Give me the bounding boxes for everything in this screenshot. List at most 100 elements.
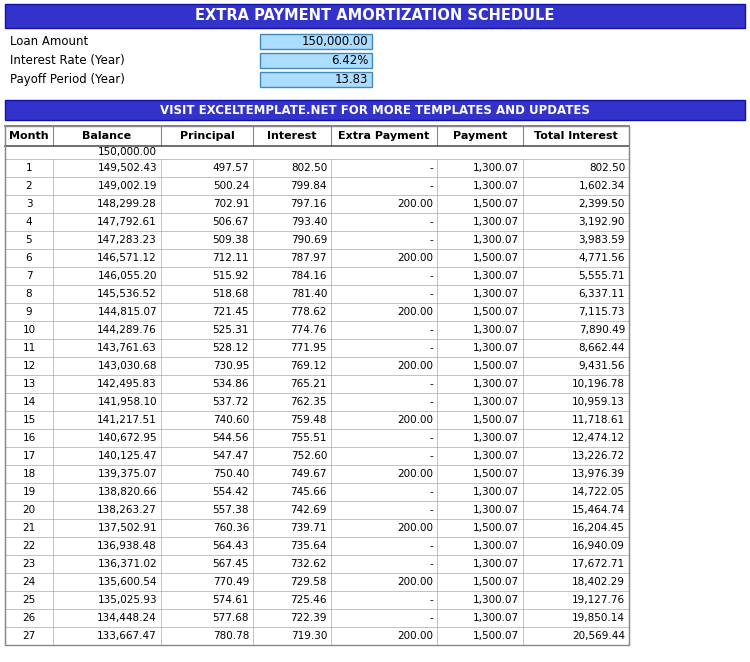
Text: -: -	[429, 379, 433, 389]
Text: 1,300.07: 1,300.07	[472, 325, 519, 335]
Text: 19,850.14: 19,850.14	[572, 613, 625, 623]
Text: 509.38: 509.38	[213, 235, 249, 245]
Text: 567.45: 567.45	[212, 559, 249, 569]
Text: 5,555.71: 5,555.71	[578, 271, 625, 281]
Text: 725.46: 725.46	[290, 595, 327, 605]
Text: -: -	[429, 271, 433, 281]
Bar	[5, 195, 629, 213]
Text: 2,399.50: 2,399.50	[579, 199, 625, 209]
Text: Loan Amount: Loan Amount	[10, 35, 88, 48]
Text: -: -	[429, 505, 433, 515]
Text: 138,263.27: 138,263.27	[98, 505, 157, 515]
Text: 528.12: 528.12	[212, 343, 249, 353]
Text: 6: 6	[26, 253, 32, 263]
Bar	[5, 555, 629, 573]
Bar	[5, 213, 629, 231]
Text: 18: 18	[22, 469, 36, 479]
Text: 2: 2	[26, 181, 32, 191]
Bar	[5, 339, 629, 357]
Text: 1,500.07: 1,500.07	[472, 577, 519, 587]
Text: 20,569.44: 20,569.44	[572, 631, 625, 641]
Text: 136,938.48: 136,938.48	[98, 541, 157, 551]
Text: 13,226.72: 13,226.72	[572, 451, 625, 461]
Text: 537.72: 537.72	[212, 397, 249, 407]
Text: 149,002.19: 149,002.19	[98, 181, 157, 191]
Text: 144,815.07: 144,815.07	[98, 307, 157, 317]
Text: 16,204.45: 16,204.45	[572, 523, 625, 533]
Text: 749.67: 749.67	[290, 469, 327, 479]
Text: 745.66: 745.66	[290, 487, 327, 497]
Text: 515.92: 515.92	[212, 271, 249, 281]
Text: 9: 9	[26, 307, 32, 317]
Bar	[260, 53, 372, 68]
Text: 1,300.07: 1,300.07	[472, 289, 519, 299]
Text: 200.00: 200.00	[397, 253, 433, 263]
Text: 8,662.44: 8,662.44	[578, 343, 625, 353]
Text: 574.61: 574.61	[212, 595, 249, 605]
Text: 143,030.68: 143,030.68	[98, 361, 157, 371]
Text: 23: 23	[22, 559, 36, 569]
Text: 1,500.07: 1,500.07	[472, 523, 519, 533]
Text: 760.36: 760.36	[213, 523, 249, 533]
Text: 19: 19	[22, 487, 36, 497]
Text: 771.95: 771.95	[290, 343, 327, 353]
Text: 1,300.07: 1,300.07	[472, 181, 519, 191]
Text: 24: 24	[22, 577, 36, 587]
Text: 787.97: 787.97	[290, 253, 327, 263]
Bar	[5, 159, 629, 177]
Text: 6,337.11: 6,337.11	[578, 289, 625, 299]
Bar	[5, 465, 629, 483]
Text: 7,115.73: 7,115.73	[578, 307, 625, 317]
Text: Month: Month	[9, 131, 49, 141]
Text: 15: 15	[22, 415, 36, 425]
Text: 15,464.74: 15,464.74	[572, 505, 625, 515]
Text: 742.69: 742.69	[290, 505, 327, 515]
Text: 755.51: 755.51	[290, 433, 327, 443]
Text: -: -	[429, 613, 433, 623]
Text: 759.48: 759.48	[290, 415, 327, 425]
Text: 765.21: 765.21	[290, 379, 327, 389]
Text: 1,500.07: 1,500.07	[472, 253, 519, 263]
Text: 200.00: 200.00	[397, 307, 433, 317]
Text: 200.00: 200.00	[397, 523, 433, 533]
Text: 712.11: 712.11	[212, 253, 249, 263]
Bar	[5, 429, 629, 447]
Text: 200.00: 200.00	[397, 415, 433, 425]
Text: -: -	[429, 343, 433, 353]
Bar	[5, 591, 629, 609]
Text: 1,300.07: 1,300.07	[472, 559, 519, 569]
Bar	[5, 357, 629, 375]
Text: 497.57: 497.57	[212, 163, 249, 173]
Text: 577.68: 577.68	[212, 613, 249, 623]
Text: -: -	[429, 541, 433, 551]
Text: 735.64: 735.64	[290, 541, 327, 551]
Text: 1,300.07: 1,300.07	[472, 505, 519, 515]
Text: -: -	[429, 325, 433, 335]
Text: 137,502.91: 137,502.91	[98, 523, 157, 533]
Text: Extra Payment: Extra Payment	[338, 131, 430, 141]
Text: 21: 21	[22, 523, 36, 533]
Bar	[5, 126, 629, 146]
Text: 14: 14	[22, 397, 36, 407]
Text: -: -	[429, 235, 433, 245]
Text: 784.16: 784.16	[290, 271, 327, 281]
Text: 722.39: 722.39	[290, 613, 327, 623]
Text: 5: 5	[26, 235, 32, 245]
Text: 740.60: 740.60	[213, 415, 249, 425]
Text: 1,300.07: 1,300.07	[472, 397, 519, 407]
Text: 140,672.95: 140,672.95	[98, 433, 157, 443]
Text: 145,536.52: 145,536.52	[98, 289, 157, 299]
Text: 799.84: 799.84	[290, 181, 327, 191]
Text: 557.38: 557.38	[212, 505, 249, 515]
Text: 1,300.07: 1,300.07	[472, 235, 519, 245]
Text: 133,667.47: 133,667.47	[98, 631, 157, 641]
Text: 10: 10	[22, 325, 35, 335]
Bar	[5, 285, 629, 303]
Text: 200.00: 200.00	[397, 199, 433, 209]
Text: 141,217.51: 141,217.51	[98, 415, 157, 425]
Bar	[260, 34, 372, 49]
Text: 144,289.76: 144,289.76	[98, 325, 157, 335]
Text: -: -	[429, 397, 433, 407]
Text: 781.40: 781.40	[291, 289, 327, 299]
Text: 26: 26	[22, 613, 36, 623]
